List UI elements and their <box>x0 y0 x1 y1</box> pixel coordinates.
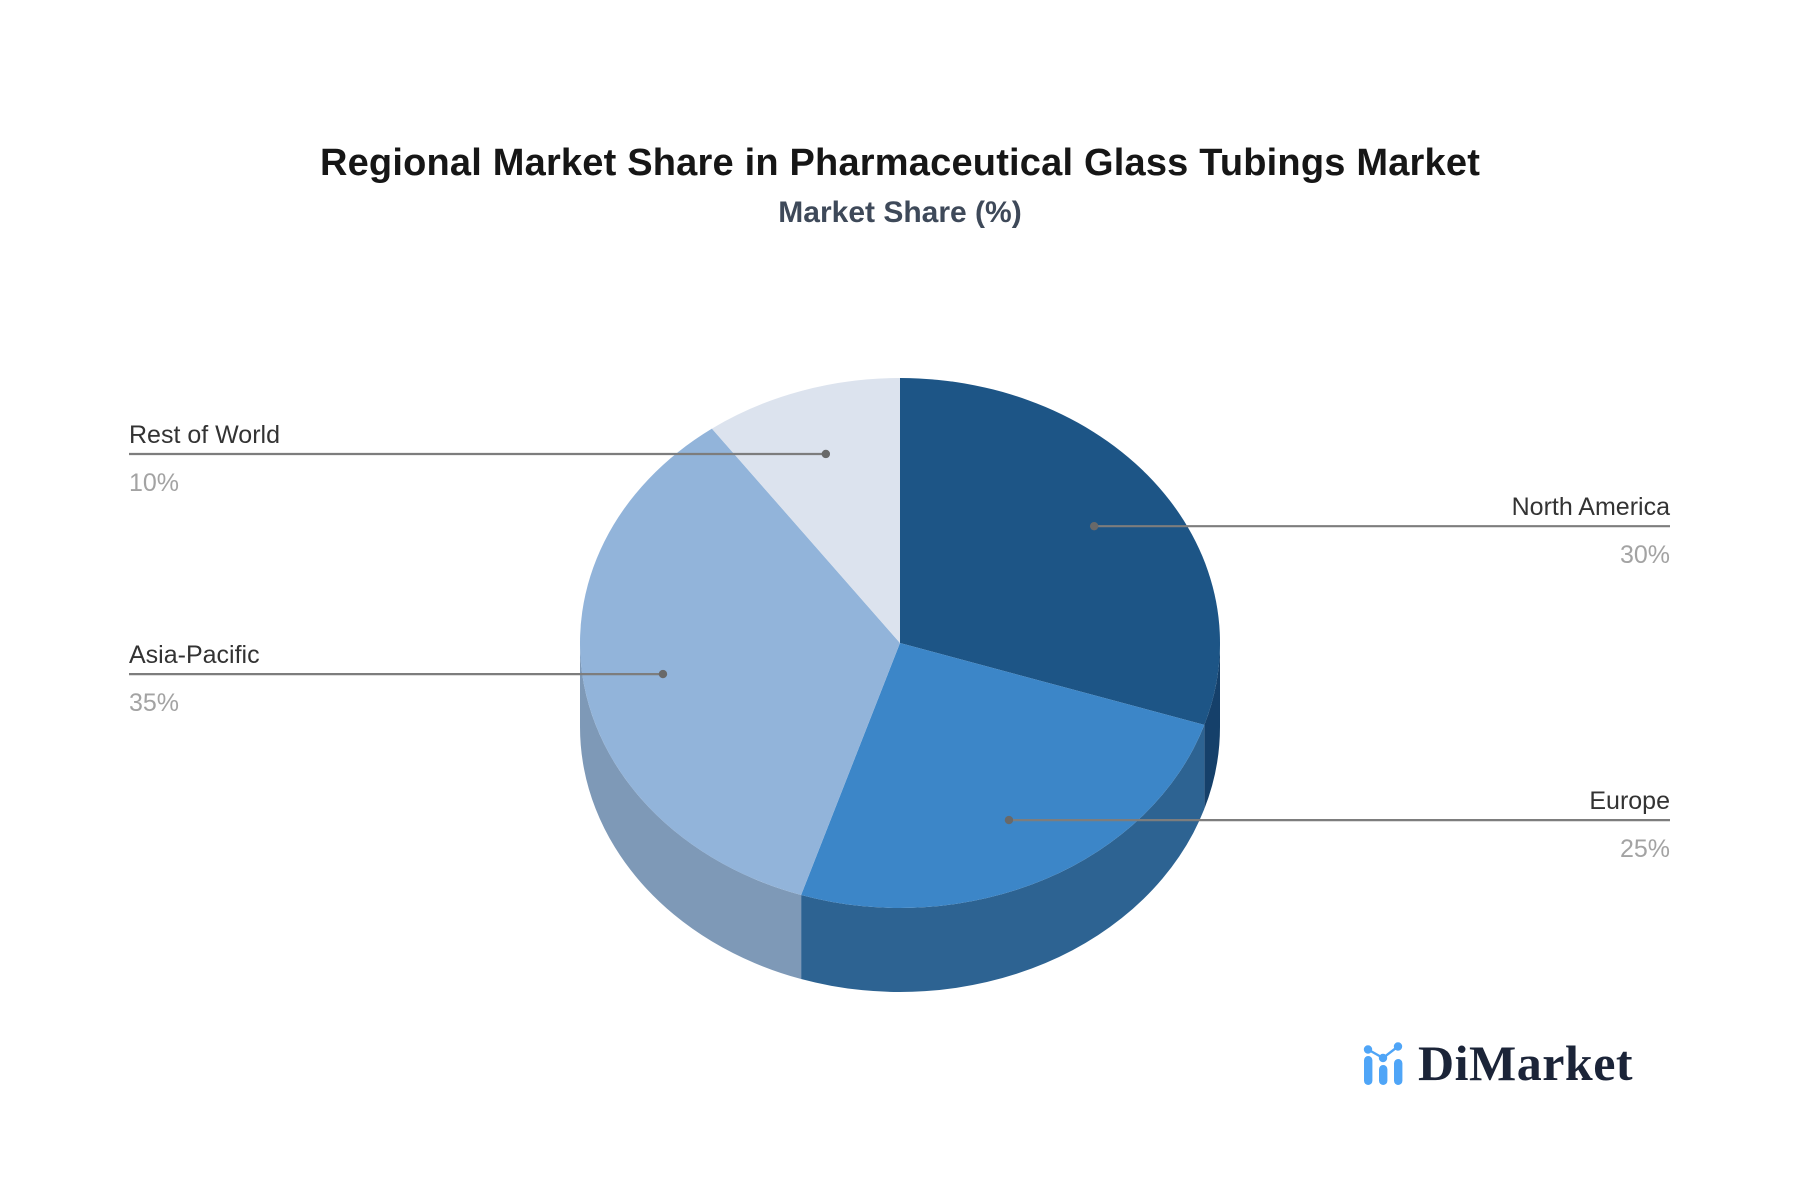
callout-dot-europe <box>1004 815 1014 825</box>
callout-label-rest-of-world: Rest of World <box>129 421 280 449</box>
callout-label-asia-pacific: Asia-Pacific <box>129 641 260 669</box>
pie-slice-europe <box>801 643 1205 908</box>
callout-label-north-america: North America <box>1512 493 1670 521</box>
callout-dot-asia-pacific <box>658 669 668 679</box>
pie-side-north-america <box>1204 643 1220 809</box>
callout-value-rest-of-world: 10% <box>129 469 179 497</box>
pie-side-asia-pacific <box>580 643 802 980</box>
callout-value-europe: 25% <box>1620 835 1670 863</box>
callout-value-north-america: 30% <box>1620 541 1670 569</box>
pie-side-europe <box>801 724 1205 992</box>
callout-value-asia-pacific: 35% <box>129 689 179 717</box>
chart-title: Regional Market Share in Pharmaceutical … <box>319 142 1481 184</box>
brand-logo: DiMarket <box>1362 1038 1633 1088</box>
chart-subtitle: Market Share (%) <box>778 196 1022 229</box>
pie-slice-north-america <box>900 378 1221 725</box>
callout-dot-north-america <box>1089 521 1099 531</box>
pie-slice-rest-of-world <box>711 378 900 643</box>
callout-dot-rest-of-world <box>821 449 831 459</box>
callout-label-europe: Europe <box>1589 787 1670 815</box>
bar-line-chart-icon <box>1363 1042 1403 1085</box>
pie-slice-asia-pacific <box>580 428 900 896</box>
brand-name: DiMarket <box>1418 1035 1634 1091</box>
